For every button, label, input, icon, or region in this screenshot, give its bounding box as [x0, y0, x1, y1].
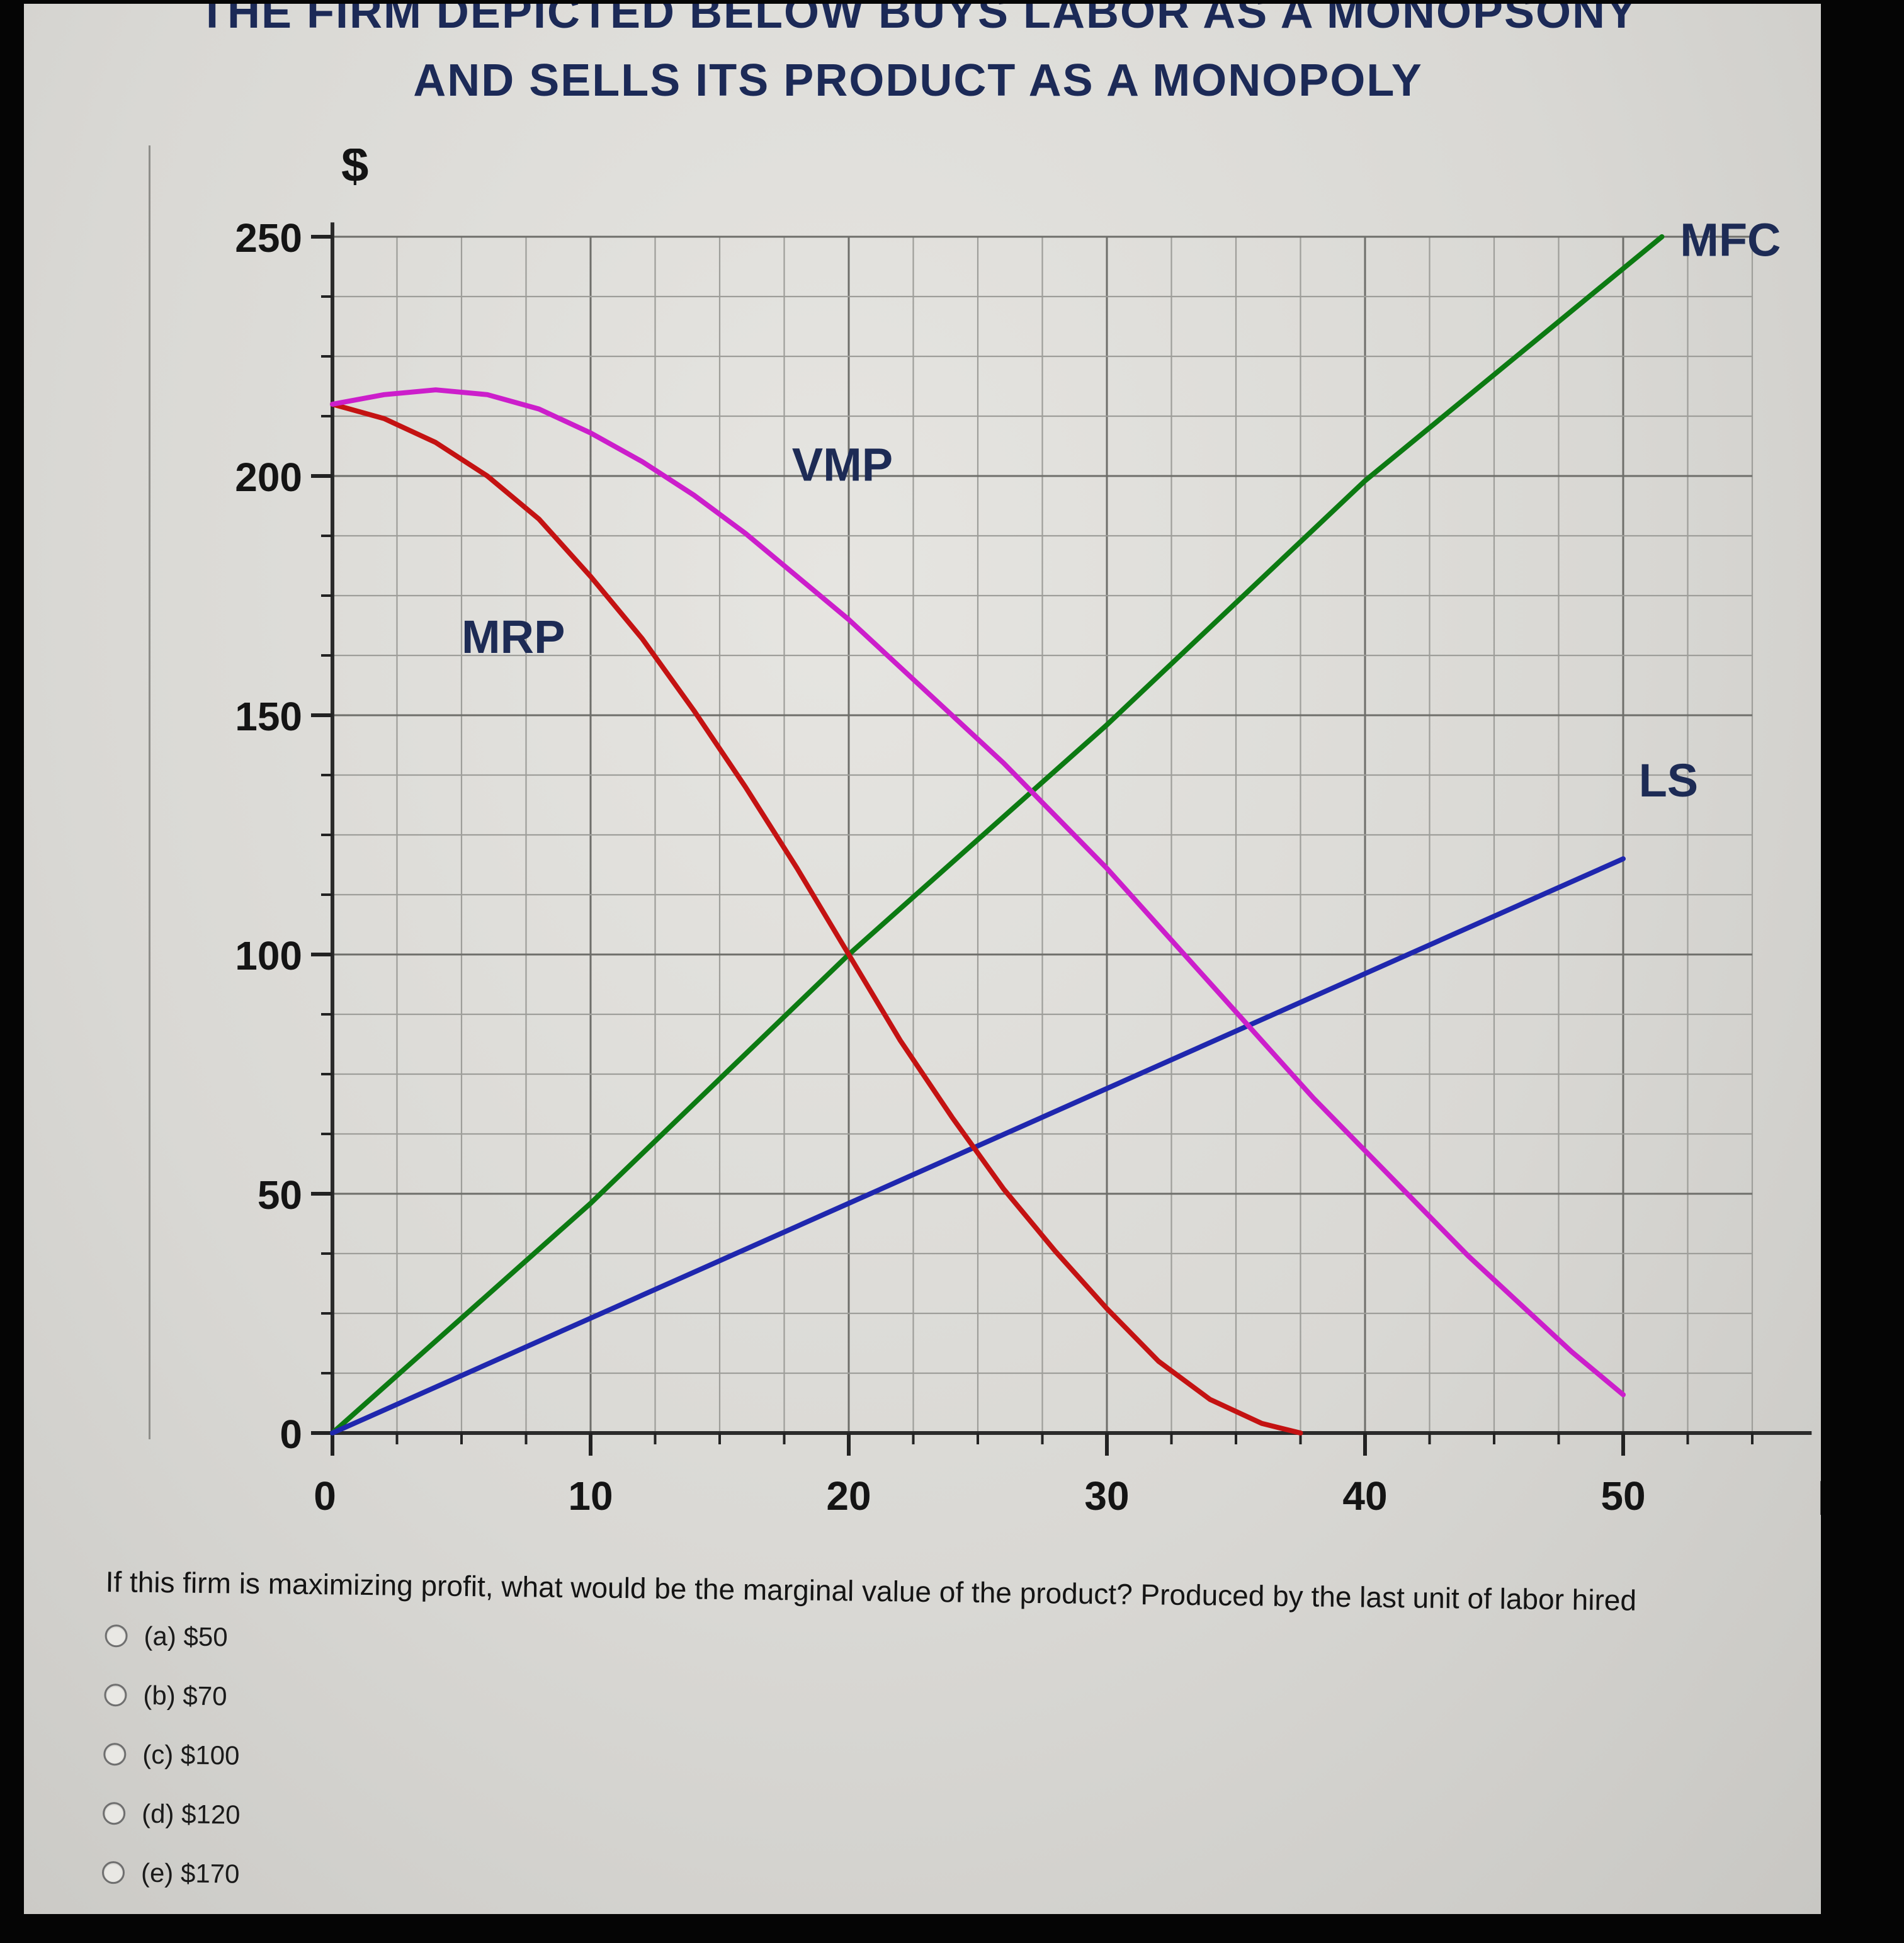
- radio-button-b[interactable]: [104, 1683, 127, 1707]
- option-row-e: (e) $170: [101, 1857, 1821, 1909]
- x-tick-label: 50: [1601, 1473, 1645, 1519]
- curve-label-vmp: VMP: [792, 439, 893, 491]
- radio-button-e[interactable]: [101, 1861, 125, 1884]
- panel-border: [149, 145, 150, 1439]
- option-label-b[interactable]: (b) $70: [143, 1680, 227, 1711]
- y-tick-label: 200: [235, 455, 302, 500]
- x-axis-label: L: [1817, 1470, 1821, 1526]
- y-tick-label: 0: [280, 1412, 302, 1457]
- curve-label-mfc: MFC: [1680, 213, 1781, 266]
- x-tick-label: 10: [568, 1473, 613, 1519]
- option-row-a: (a) $50: [105, 1621, 1821, 1672]
- x-tick-label: 20: [826, 1473, 871, 1519]
- x-tick-label: 40: [1342, 1473, 1387, 1519]
- option-row-b: (b) $70: [104, 1680, 1821, 1731]
- y-tick-label: 250: [235, 215, 302, 261]
- curve-label-ls: LS: [1639, 754, 1699, 807]
- option-label-e[interactable]: (e) $170: [140, 1857, 240, 1889]
- radio-button-a[interactable]: [105, 1624, 128, 1648]
- option-label-d[interactable]: (d) $120: [141, 1798, 241, 1830]
- quiz-screen: THE FIRM DEPICTED BELOW BUYS LABOR AS A …: [24, 4, 1821, 1914]
- chart-title: THE FIRM DEPICTED BELOW BUYS LABOR AS A …: [49, 4, 1787, 115]
- curve-label-mrp: MRP: [462, 611, 565, 663]
- options-list: (a) $50 (b) $70 (c) $100 (d) $120 (e) $170: [101, 1621, 1821, 1909]
- question-text: If this firm is maximizing profit, what …: [105, 1565, 1637, 1617]
- option-label-a[interactable]: (a) $50: [144, 1621, 228, 1652]
- radio-button-c[interactable]: [103, 1742, 127, 1766]
- y-tick-label: 50: [258, 1172, 302, 1218]
- y-axis-label: $: [341, 149, 368, 192]
- y-tick-label: 150: [235, 694, 302, 739]
- x-tick-label: 0: [314, 1473, 336, 1519]
- option-label-c[interactable]: (c) $100: [142, 1739, 240, 1770]
- option-row-d: (d) $120: [102, 1798, 1821, 1850]
- title-line-2: AND SELLS ITS PRODUCT AS A MONOPOLY: [413, 55, 1423, 106]
- radio-button-d[interactable]: [102, 1801, 126, 1825]
- question-block: If this firm is maximizing profit, what …: [101, 1564, 1821, 1914]
- curve-mfc: [330, 234, 1665, 1436]
- labor-market-chart: 0 50 100 150 200 250 0 10 20 30 40 50 $ L MFC LS MRP VMP: [235, 149, 1821, 1526]
- x-tick-label: 30: [1084, 1473, 1129, 1519]
- option-row-c: (c) $100: [103, 1739, 1821, 1791]
- title-line-1: THE FIRM DEPICTED BELOW BUYS LABOR AS A …: [198, 4, 1638, 38]
- y-tick-label: 100: [235, 933, 302, 978]
- curve-mrp: [330, 402, 1303, 1436]
- curve-vmp: [330, 387, 1626, 1398]
- curve-ls: [330, 856, 1626, 1436]
